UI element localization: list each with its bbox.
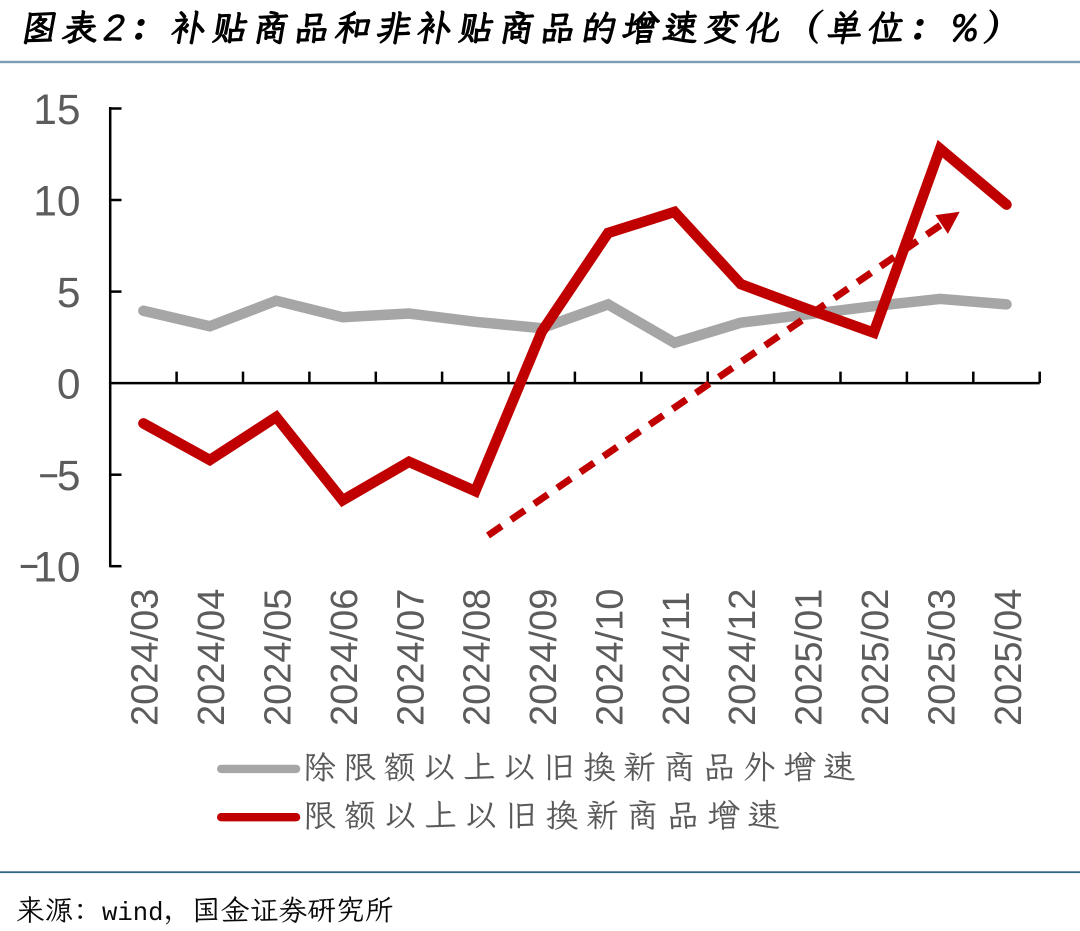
svg-text:2024/03: 2024/03 xyxy=(125,589,167,726)
svg-text:2025/02: 2025/02 xyxy=(855,589,897,726)
svg-text:2025/04: 2025/04 xyxy=(988,589,1030,726)
svg-text:0: 0 xyxy=(57,361,81,408)
svg-text:2024/04: 2024/04 xyxy=(191,589,233,726)
svg-text:2025/03: 2025/03 xyxy=(921,589,963,726)
svg-text:2024/08: 2024/08 xyxy=(457,589,499,726)
svg-text:2024/12: 2024/12 xyxy=(722,589,764,726)
svg-text:5: 5 xyxy=(57,270,81,317)
svg-text:2024/11: 2024/11 xyxy=(656,591,698,726)
svg-text:2024/06: 2024/06 xyxy=(324,589,366,726)
svg-text:10: 10 xyxy=(33,545,80,592)
svg-text:2025/01: 2025/01 xyxy=(789,589,831,726)
svg-text:15: 15 xyxy=(33,87,80,134)
svg-text:wind: wind xyxy=(102,899,163,928)
svg-text:2024/07: 2024/07 xyxy=(390,589,432,726)
svg-text:10: 10 xyxy=(33,178,80,225)
svg-text:2024/09: 2024/09 xyxy=(523,589,565,726)
svg-text:5: 5 xyxy=(57,453,81,500)
svg-text:2024/10: 2024/10 xyxy=(589,589,631,726)
svg-text:2024/05: 2024/05 xyxy=(258,589,300,726)
